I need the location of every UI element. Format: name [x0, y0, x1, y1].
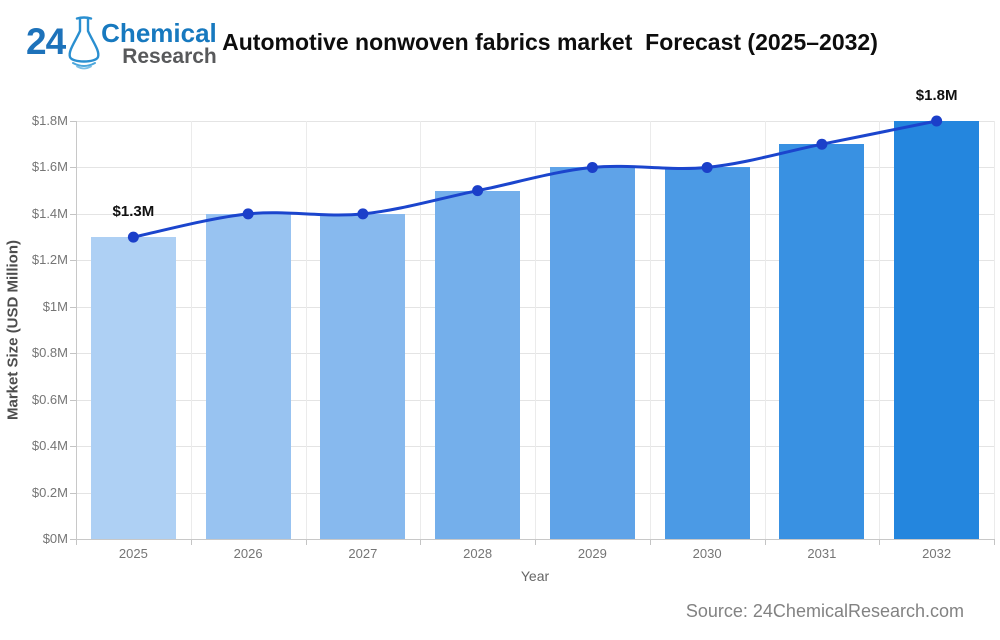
x-tick-mark	[190, 539, 192, 545]
bar-2025	[90, 237, 176, 539]
bar-2032	[894, 121, 980, 539]
x-tick-mark	[879, 539, 881, 545]
y-tick-label: $0.4M	[31, 438, 68, 454]
brand-words: Chemical Research	[101, 20, 217, 68]
data-point-marker-2026	[242, 208, 254, 220]
y-tick-label: $1.6M	[31, 159, 68, 175]
x-tick-label: 2029	[577, 546, 607, 561]
y-tick-label: $0.6M	[31, 391, 68, 407]
y-tick-mark	[70, 306, 76, 308]
x-axis-title: Year	[520, 568, 550, 584]
trend-line	[133, 119, 937, 239]
y-axis-line	[76, 121, 77, 539]
y-tick-mark	[70, 399, 76, 401]
x-tick-label: 2028	[463, 546, 493, 561]
y-tick-mark	[70, 492, 76, 494]
x-gridline	[879, 121, 881, 539]
x-tick-label: 2027	[348, 546, 378, 561]
y-tick-label: $1.4M	[31, 205, 68, 221]
trend-line-svg	[127, 115, 943, 243]
x-gridline	[764, 121, 766, 539]
y-tick-mark	[70, 539, 76, 540]
bar-2031	[779, 144, 865, 539]
data-point-marker-2032	[931, 115, 943, 127]
chart-title: Automotive nonwoven fabrics market Forec…	[222, 29, 878, 55]
bar-2030	[664, 167, 750, 539]
x-tick-mark	[420, 539, 422, 545]
bar-2027	[320, 213, 406, 539]
x-tick-label: 2032	[922, 546, 952, 561]
y-tick-label: $0.8M	[31, 345, 68, 361]
bar-2028	[435, 190, 521, 539]
y-tick-label: $1.2M	[31, 252, 68, 268]
y-tick-mark	[70, 167, 76, 169]
data-point-marker-2028	[472, 185, 484, 197]
x-tick-mark	[305, 539, 307, 545]
x-gridline	[305, 121, 307, 539]
source-credit: Source: 24ChemicalResearch.com	[685, 601, 964, 621]
y-tick-label: $0M	[42, 531, 68, 546]
y-tick-mark	[70, 446, 76, 448]
y-tick-mark	[70, 121, 76, 122]
brand-logo: 24 Chemical Research	[26, 14, 217, 72]
y-tick-mark	[70, 353, 76, 355]
y-tick-label: $1.8M	[31, 113, 68, 128]
value-annotation: $1.8M	[915, 87, 958, 104]
x-axis-line	[76, 539, 994, 540]
brand-word-research: Research	[122, 45, 217, 68]
brand-number: 24	[26, 21, 66, 62]
brand-word-chemical: Chemical	[101, 18, 217, 48]
x-tick-mark	[994, 539, 995, 545]
bar-2026	[205, 213, 291, 539]
x-tick-mark	[649, 539, 651, 545]
x-tick-label: 2025	[118, 546, 148, 561]
y-tick-label: $1M	[42, 298, 68, 314]
flask-icon	[68, 16, 100, 70]
x-tick-mark	[535, 539, 536, 545]
data-point-marker-2025	[127, 231, 139, 243]
value-annotation: $1.3M	[112, 203, 155, 221]
bar-2029	[549, 167, 635, 539]
y-tick-label: $0.2M	[31, 484, 68, 500]
x-gridline	[420, 121, 422, 539]
y-tick-mark	[70, 213, 76, 215]
x-gridline	[649, 121, 651, 539]
x-gridline	[994, 121, 995, 539]
data-point-marker-2029	[586, 161, 598, 173]
x-tick-label: 2026	[233, 546, 263, 561]
data-point-marker-2030	[701, 161, 713, 173]
x-gridline	[535, 121, 536, 539]
x-tick-label: 2031	[807, 546, 837, 561]
y-tick-mark	[70, 260, 76, 262]
x-gridline	[190, 121, 192, 539]
x-tick-mark	[76, 539, 77, 545]
data-point-marker-2031	[816, 138, 828, 150]
x-tick-label: 2030	[692, 546, 722, 561]
data-point-marker-2027	[357, 208, 369, 220]
x-tick-mark	[764, 539, 766, 545]
